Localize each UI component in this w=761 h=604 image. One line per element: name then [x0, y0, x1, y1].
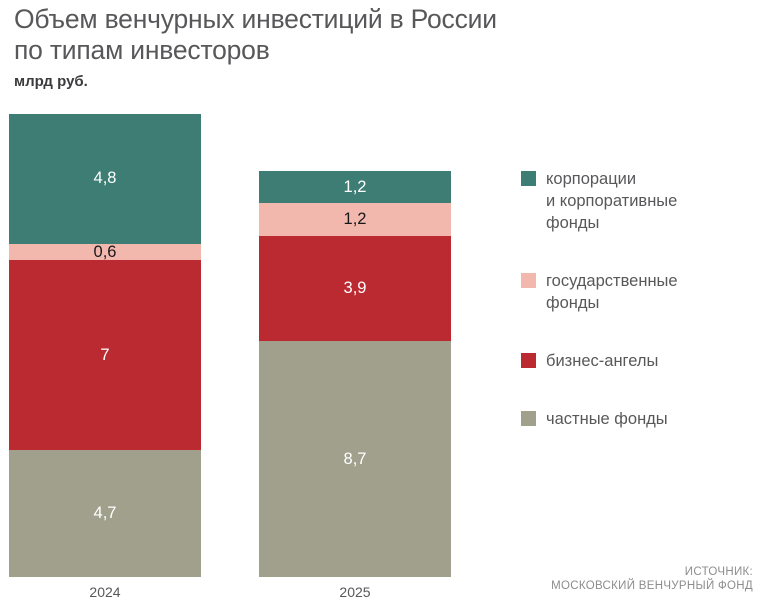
bar-segment-value: 1,2 — [343, 177, 367, 196]
bar-segment[interactable]: 3,9 — [259, 235, 451, 342]
legend-item-label: бизнес-ангелы — [546, 352, 659, 370]
stacked-bar[interactable]: 4,8 0,6 7 4,7 — [9, 113, 201, 577]
legend-item-label: корпорации и корпоративные фонды — [546, 170, 678, 232]
x-axis-tick-label: 2025 — [339, 584, 371, 600]
bar-segment-value: 4,7 — [93, 504, 117, 523]
bar-segment[interactable]: 1,2 — [259, 203, 451, 236]
legend-item-label: частные фонды — [546, 410, 668, 428]
bar-segment-value: 8,7 — [343, 449, 367, 468]
stacked-bar[interactable]: 1,2 1,2 3,9 8,7 — [259, 170, 451, 577]
bar-group-2024: 4,8 0,6 7 4,7 2024 — [9, 113, 201, 600]
source-note: ИСТОЧНИК: МОСКОВСКИЙ ВЕНЧУРНЫЙ ФОНД — [551, 566, 753, 592]
bar-segment[interactable]: 4,8 — [9, 113, 201, 244]
page-title: Объем венчурных инвестиций в России по т… — [14, 4, 497, 65]
legend-item-label: государственные фонды — [546, 272, 678, 312]
bar-segment[interactable]: 7 — [9, 259, 201, 450]
legend-item[interactable]: частные фонды — [521, 408, 756, 430]
chart-header: Объем венчурных инвестиций в России по т… — [14, 4, 634, 90]
legend-swatch-icon — [521, 273, 536, 288]
bar-segment[interactable]: 4,7 — [9, 449, 201, 577]
bar-segment-value: 0,6 — [93, 242, 117, 261]
legend-item[interactable]: бизнес-ангелы — [521, 350, 756, 372]
bar-segment-value: 4,8 — [93, 169, 117, 188]
x-axis-tick-label: 2024 — [89, 584, 121, 600]
plot-area: 4,8 0,6 7 4,7 2024 1,2 1,2 3,9 8,7 2025 — [0, 110, 500, 604]
bar-segment-value: 7 — [100, 345, 110, 364]
axis-unit-label: млрд руб. — [14, 73, 88, 90]
chart-legend: корпорации и корпоративные фонды государс… — [521, 168, 756, 466]
legend-swatch-icon — [521, 171, 536, 186]
bar-segment-value: 3,9 — [343, 279, 367, 298]
bar-group-2025: 1,2 1,2 3,9 8,7 2025 — [259, 170, 451, 600]
legend-item[interactable]: государственные фонды — [521, 270, 756, 314]
bar-segment[interactable]: 8,7 — [259, 341, 451, 577]
bar-segment[interactable]: 0,6 — [9, 244, 201, 260]
legend-swatch-icon — [521, 353, 536, 368]
bar-segment[interactable]: 1,2 — [259, 170, 451, 204]
legend-item[interactable]: корпорации и корпоративные фонды — [521, 168, 756, 234]
bar-segment-value: 1,2 — [343, 210, 367, 229]
legend-swatch-icon — [521, 411, 536, 426]
